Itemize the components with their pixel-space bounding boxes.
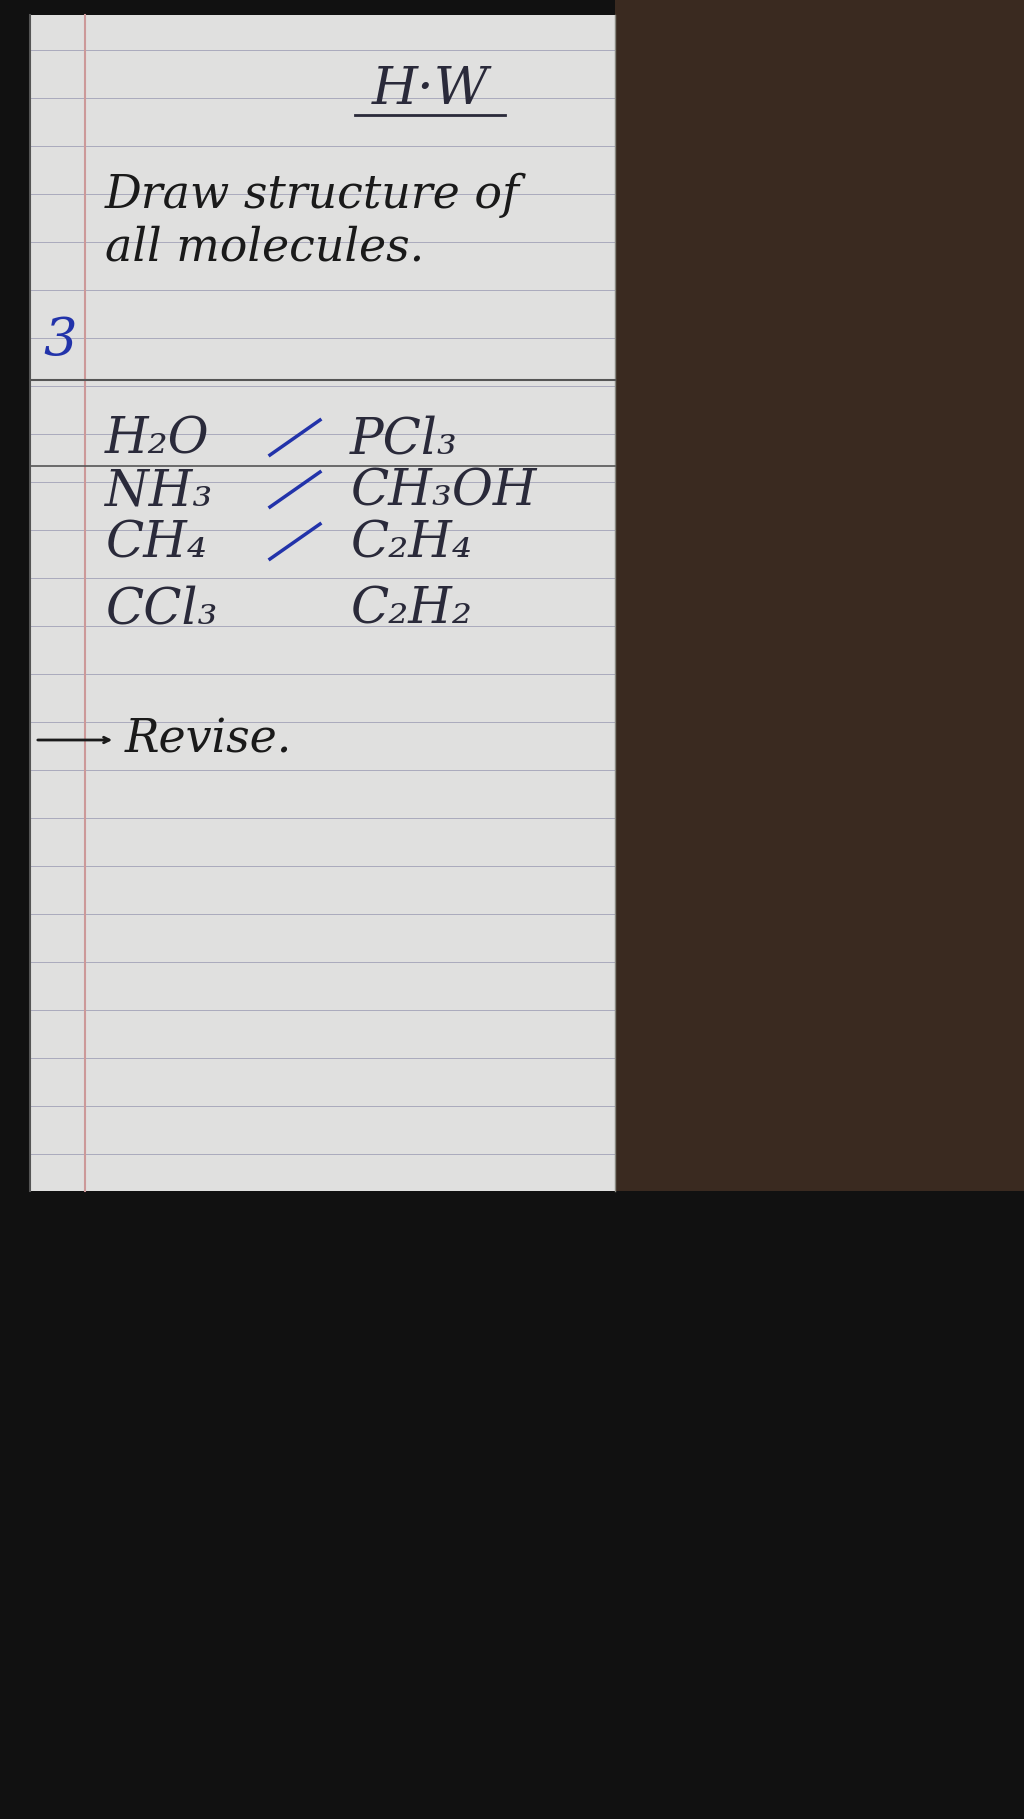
Text: PCl₃: PCl₃ [350, 415, 458, 464]
Text: C₂H₄: C₂H₄ [350, 518, 472, 569]
Text: 3: 3 [43, 315, 77, 366]
Text: C₂H₂: C₂H₂ [350, 586, 472, 635]
Text: CH₄: CH₄ [105, 518, 207, 569]
Text: Draw structure of: Draw structure of [105, 173, 520, 218]
Text: H·W: H·W [372, 64, 488, 115]
Text: CCl₃: CCl₃ [105, 586, 217, 635]
Text: all molecules.: all molecules. [105, 226, 424, 271]
Text: H₂O: H₂O [105, 415, 210, 464]
Text: NH₃: NH₃ [105, 467, 212, 517]
Bar [30, 15, 615, 1191]
Text: CH₃OH: CH₃OH [350, 467, 537, 517]
Text: Revise.: Revise. [125, 717, 293, 762]
Bar [615, 0, 1024, 1191]
